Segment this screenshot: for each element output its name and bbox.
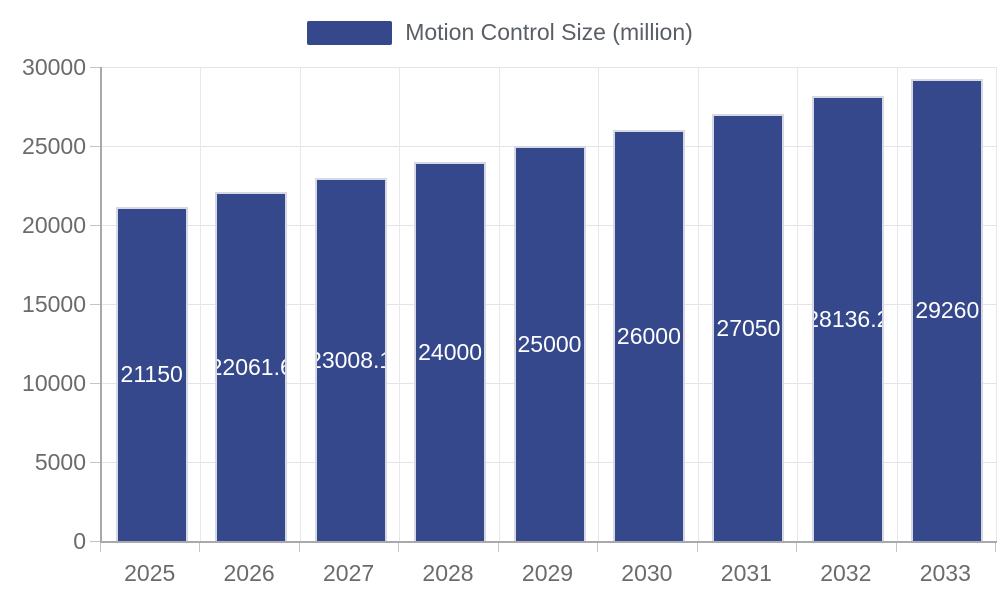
bar-value-label: 23008.1 xyxy=(317,346,385,373)
x-tick-mark xyxy=(199,543,201,552)
x-tick-mark xyxy=(696,543,698,552)
y-tick-label: 5000 xyxy=(34,449,86,475)
x-tick-label: 2033 xyxy=(919,560,971,586)
bar[interactable]: 27050 xyxy=(712,113,785,541)
y-tick-mark xyxy=(90,67,100,68)
y-tick-label: 10000 xyxy=(22,370,86,396)
bar[interactable]: 26000 xyxy=(612,130,685,541)
bar-value-label: 22061.6 xyxy=(217,354,285,381)
y-tick-mark xyxy=(90,383,100,384)
bar-value-label: 25000 xyxy=(517,331,582,357)
y-tick-mark xyxy=(90,462,100,463)
y-tick-label: 20000 xyxy=(22,212,86,238)
legend-label: Motion Control Size (million) xyxy=(405,19,693,45)
gridline-horizontal xyxy=(102,67,997,68)
bar-value-label: 26000 xyxy=(616,323,681,350)
gridline-vertical xyxy=(896,67,898,541)
gridline-vertical xyxy=(797,67,799,541)
bar-value-label: 27050 xyxy=(716,314,781,341)
bar-value-label: 24000 xyxy=(418,338,483,365)
gridline-vertical xyxy=(498,67,500,541)
bar[interactable]: 23008.1 xyxy=(314,177,387,541)
x-tick-label: 2027 xyxy=(323,560,375,586)
plot-area: 21150 22061.6 23008.1 24000 25000 26000 27050 2… xyxy=(100,67,997,543)
x-tick-mark xyxy=(796,543,798,552)
gridline-vertical xyxy=(598,67,600,541)
x-tick-label: 2029 xyxy=(521,560,574,586)
y-tick-mark xyxy=(90,225,100,226)
x-tick-mark xyxy=(895,543,897,552)
y-tick-label: 15000 xyxy=(22,291,86,317)
bar[interactable]: 29260 xyxy=(911,78,984,541)
bar[interactable]: 21150 xyxy=(115,206,188,541)
legend-item[interactable]: Motion Control Size (million) xyxy=(0,19,1000,46)
bar[interactable]: 28136.2 xyxy=(811,96,884,541)
x-tick-mark xyxy=(497,543,499,552)
x-tick-label: 2031 xyxy=(720,560,772,586)
gridline-vertical xyxy=(299,67,301,541)
bar-value-label: 29260 xyxy=(915,297,980,324)
y-tick-mark xyxy=(90,541,100,542)
x-tick-label: 2030 xyxy=(621,560,673,586)
x-tick-mark xyxy=(995,543,996,552)
bar[interactable]: 22061.6 xyxy=(215,192,288,541)
bar-value-label: 21150 xyxy=(120,361,183,388)
x-tick-label: 2028 xyxy=(422,560,474,586)
bar[interactable]: 24000 xyxy=(414,161,487,541)
gridline-vertical xyxy=(697,67,699,541)
y-tick-label: 30000 xyxy=(22,54,86,80)
legend-swatch xyxy=(307,20,393,45)
x-tick-label: 2025 xyxy=(124,560,176,586)
bar-value-label: 28136.2 xyxy=(814,306,882,333)
x-tick-mark xyxy=(100,543,101,552)
x-tick-mark xyxy=(398,543,400,552)
x-tick-mark xyxy=(298,543,300,552)
x-tick-mark xyxy=(597,543,599,552)
y-tick-mark xyxy=(90,304,100,305)
x-tick-label: 2032 xyxy=(820,560,872,586)
y-tick-label: 0 xyxy=(73,528,86,554)
x-tick-label: 2026 xyxy=(223,560,275,586)
gridline-vertical xyxy=(399,67,401,541)
bar[interactable]: 25000 xyxy=(513,146,586,541)
y-tick-mark xyxy=(90,146,100,147)
y-tick-label: 25000 xyxy=(22,133,86,159)
gridline-vertical xyxy=(996,67,997,541)
gridline-vertical xyxy=(200,67,202,541)
